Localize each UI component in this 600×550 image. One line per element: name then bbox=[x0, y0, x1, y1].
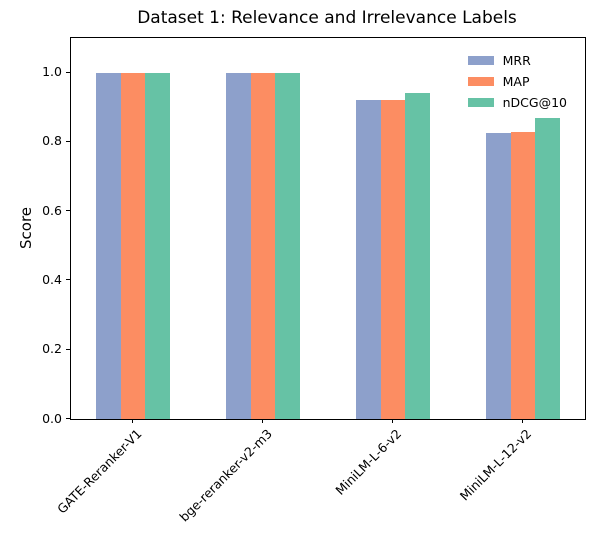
legend-row-map: MAP bbox=[467, 74, 567, 89]
y-tick-mark bbox=[66, 140, 70, 142]
x-tick-mark bbox=[262, 419, 263, 423]
x-tick-label-bge-reranker-v2-m3: bge-reranker-v2-m3 bbox=[176, 426, 275, 525]
x-tick-mark bbox=[392, 419, 393, 423]
bar-mrr-gate-reranker-v1 bbox=[96, 72, 121, 419]
x-tick-label-gate-reranker-v1: GATE-Reranker-V1 bbox=[54, 426, 145, 517]
legend-row-mrr: MRR bbox=[467, 53, 567, 68]
y-tick-label: 0.4 bbox=[42, 271, 62, 287]
bar-map-gate-reranker-v1 bbox=[120, 72, 146, 419]
legend-label: MAP bbox=[502, 74, 530, 89]
legend: MRR MAP nDCG@10 bbox=[467, 53, 567, 110]
y-tick-mark bbox=[66, 210, 70, 212]
bar-ndcg-10-minilm-l-12-v2 bbox=[535, 117, 560, 419]
legend-label: nDCG@10 bbox=[502, 95, 567, 110]
x-tick-label-minilm-l-12-v2: MiniLM-L-12-v2 bbox=[457, 426, 535, 504]
y-tick-label: 0.0 bbox=[42, 410, 62, 426]
x-tick-mark bbox=[132, 419, 133, 423]
chart-title: Dataset 1: Relevance and Irrelevance Lab… bbox=[137, 8, 517, 28]
y-tick-mark bbox=[66, 348, 70, 350]
bar-ndcg-10-minilm-l-6-v2 bbox=[405, 93, 430, 419]
bar-mrr-bge-reranker-v2-m3 bbox=[226, 72, 251, 419]
bar-map-minilm-l-6-v2 bbox=[380, 100, 406, 419]
legend-label: MRR bbox=[502, 53, 531, 68]
legend-swatch-map bbox=[467, 77, 494, 86]
bar-ndcg-10-bge-reranker-v2-m3 bbox=[275, 72, 300, 419]
bar-mrr-minilm-l-6-v2 bbox=[356, 100, 381, 419]
y-tick-mark bbox=[66, 279, 70, 281]
y-tick-mark bbox=[66, 71, 70, 73]
legend-swatch-mrr bbox=[467, 56, 494, 65]
bar-map-minilm-l-12-v2 bbox=[510, 131, 536, 419]
bar-mrr-minilm-l-12-v2 bbox=[486, 133, 511, 419]
bar-map-bge-reranker-v2-m3 bbox=[250, 72, 276, 419]
y-tick-mark bbox=[66, 418, 70, 419]
legend-row-ndcg-10: nDCG@10 bbox=[467, 95, 567, 110]
x-tick-label-minilm-l-6-v2: MiniLM-L-6-v2 bbox=[332, 426, 405, 498]
y-tick-label: 0.6 bbox=[42, 202, 62, 218]
y-tick-label: 0.2 bbox=[42, 341, 62, 357]
x-tick-mark bbox=[522, 419, 523, 423]
legend-swatch-ndcg-10 bbox=[467, 98, 494, 107]
y-tick-label: 1.0 bbox=[42, 64, 62, 80]
plot-area: MRR MAP nDCG@10 bbox=[70, 37, 586, 420]
y-tick-label: 0.8 bbox=[42, 133, 62, 149]
bar-ndcg-10-gate-reranker-v1 bbox=[145, 72, 170, 419]
